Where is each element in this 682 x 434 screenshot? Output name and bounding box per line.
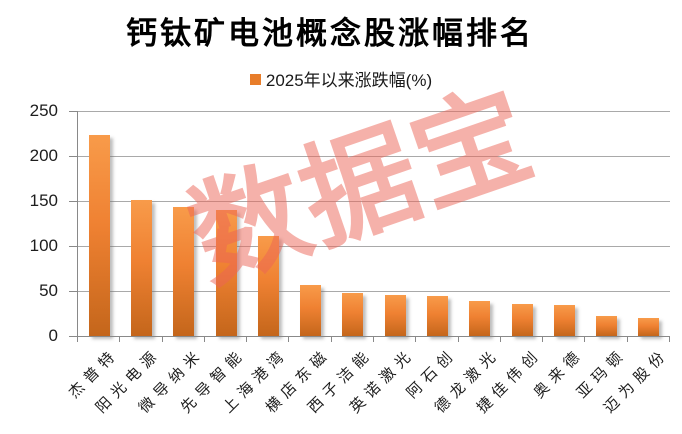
bar [426,295,448,336]
y-axis-tick [69,201,77,202]
x-axis-tick [246,336,248,342]
x-axis-tick [457,336,459,342]
gridline [78,156,670,157]
x-axis-tick [499,336,501,342]
bar [342,292,364,336]
y-axis-tick [69,246,77,247]
bar [596,316,618,336]
gridline [78,111,670,112]
y-axis-tick [69,156,77,157]
y-axis-label: 150 [29,191,58,210]
y-axis-label: 0 [48,326,58,345]
x-axis-tick [288,336,290,342]
bar [257,236,279,336]
y-axis-label: 100 [29,236,58,255]
y-axis-label: 200 [29,146,58,165]
y-axis-tick [69,336,77,337]
x-axis-tick [203,336,205,342]
bar [469,300,491,336]
x-axis-tick [373,336,374,342]
x-axis-tick [161,336,163,342]
x-axis-tick [77,336,78,342]
bar [88,135,110,336]
gridline [78,201,670,202]
x-axis-tick [584,336,586,342]
legend: 2025年以来涨跌幅(%) [0,66,682,91]
bar [638,318,660,336]
x-axis-tick [669,336,670,342]
bar [384,294,406,336]
x-axis-tick [542,336,544,342]
bar [511,303,533,336]
y-axis-label: 50 [39,281,58,300]
x-axis-tick [330,336,332,342]
bar [215,210,237,336]
bar [173,207,195,336]
x-axis-tick [415,336,417,342]
legend-label: 2025年以来涨跌幅(%) [265,71,433,90]
plot-area [77,111,670,337]
gridline [78,246,670,247]
y-axis-tick [69,111,77,112]
x-axis-line [78,336,670,337]
gridline [78,291,670,292]
chart-title: 钙钛矿电池概念股涨幅排名 [126,16,534,52]
x-axis-tick [119,336,121,342]
legend-swatch-icon [249,74,261,85]
y-axis-tick [69,291,77,292]
x-axis-tick [626,336,628,342]
bar [553,304,575,336]
bar [300,284,322,336]
bar [130,200,152,336]
y-axis-label: 250 [29,101,58,120]
